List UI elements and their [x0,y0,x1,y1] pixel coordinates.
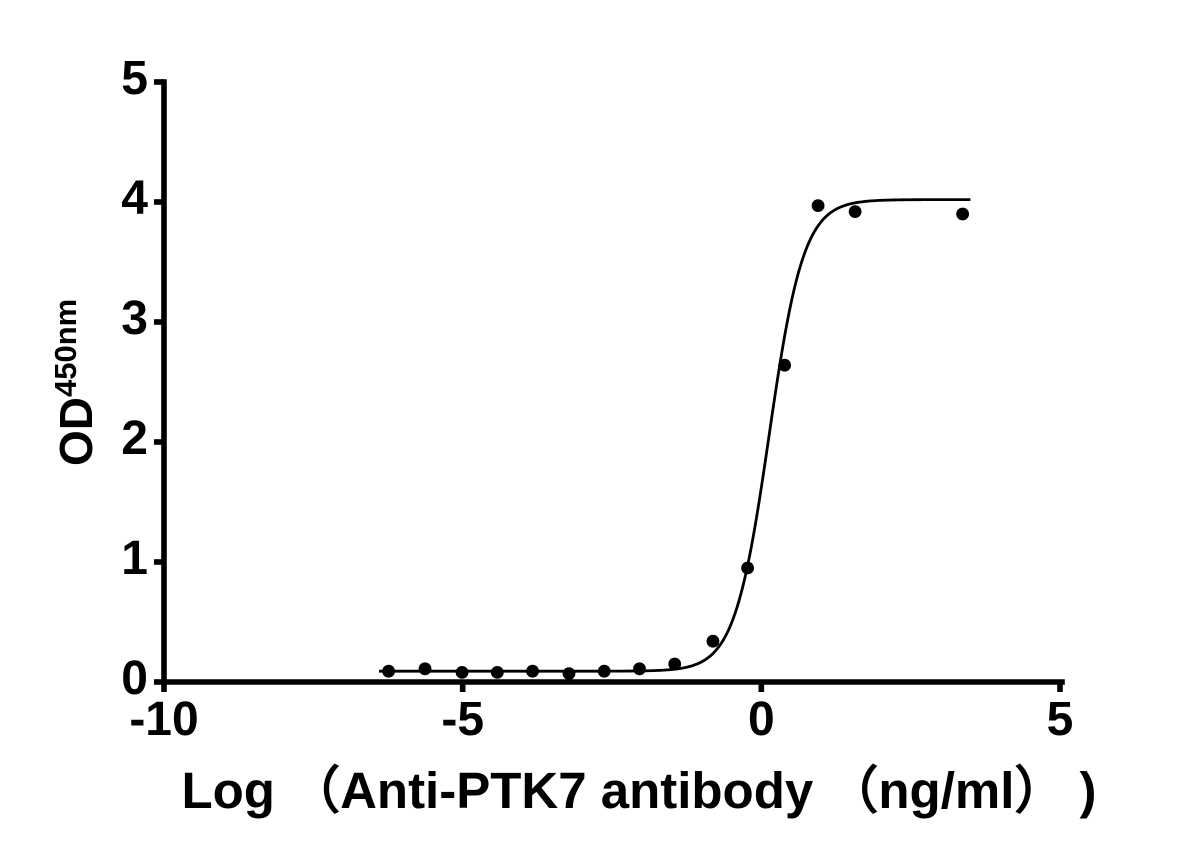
svg-text:-5: -5 [441,693,484,746]
svg-text:OD: OD [50,397,102,466]
svg-text:2: 2 [121,412,148,465]
svg-text:450nm: 450nm [48,299,83,397]
svg-text:5: 5 [121,52,148,105]
svg-text:Log （Anti-PTK7 antibody （ng/ml: Log （Anti-PTK7 antibody （ng/ml） ) [181,762,1096,819]
svg-text:5: 5 [1047,693,1074,746]
svg-text:0: 0 [748,693,775,746]
svg-text:4: 4 [121,172,148,225]
svg-text:1: 1 [121,532,148,585]
svg-text:-10: -10 [129,693,198,746]
svg-text:3: 3 [121,292,148,345]
